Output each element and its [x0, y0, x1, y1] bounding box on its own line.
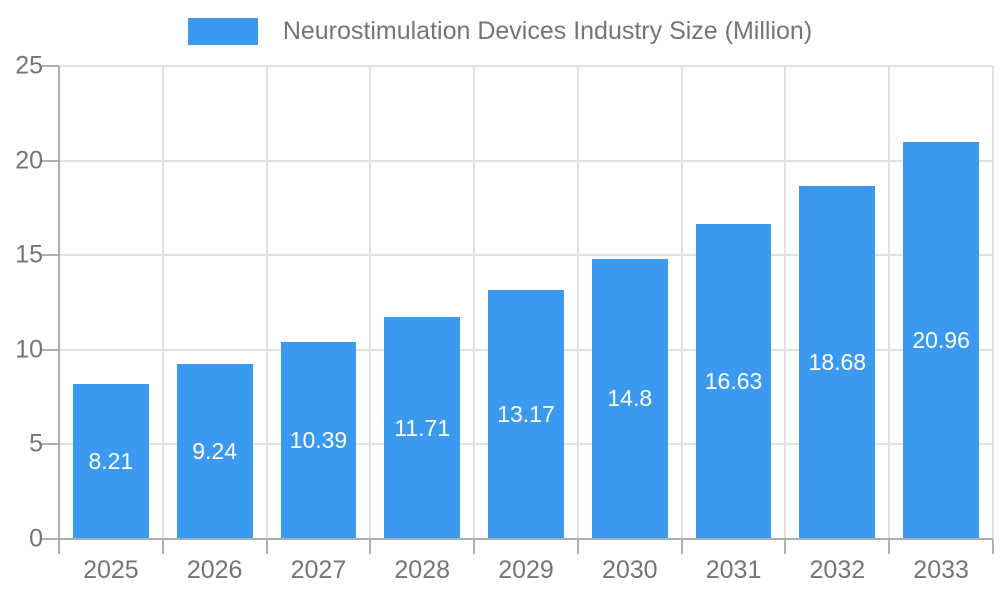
x-tick-label-2032: 2032 [809, 556, 866, 584]
y-axis-line [58, 66, 60, 554]
x-tick-mark [265, 540, 268, 554]
gridline-x-boundary [369, 66, 372, 539]
x-tick-label-2026: 2026 [186, 556, 243, 584]
x-tick-mark [473, 540, 476, 554]
bar-2033[interactable]: 20.96 [903, 142, 979, 539]
bar-value-label: 18.68 [808, 348, 867, 375]
y-tick-label-15: 15 [15, 240, 43, 269]
y-tick-mark [42, 159, 59, 162]
bar-2026[interactable]: 9.24 [176, 364, 253, 539]
bar-2032[interactable]: 18.68 [799, 185, 876, 539]
gridline-x-boundary [161, 66, 164, 539]
legend-label: Neurostimulation Devices Industry Size (… [282, 16, 813, 45]
bar-value-label: 14.8 [607, 385, 653, 412]
x-tick-label-2025: 2025 [83, 556, 139, 584]
y-tick-mark [42, 348, 59, 351]
x-tick-label-2033: 2033 [913, 556, 969, 584]
y-tick-mark [42, 443, 59, 446]
y-tick-mark [42, 65, 59, 67]
y-tick-label-25: 25 [15, 51, 43, 80]
y-tick-mark [42, 254, 59, 257]
legend-swatch-icon [187, 17, 258, 45]
y-tick-label-5: 5 [29, 429, 43, 458]
bar-2025[interactable]: 8.21 [73, 383, 149, 539]
y-axis-ticks [42, 65, 59, 540]
bar-2029[interactable]: 13.17 [488, 289, 564, 539]
x-tick-label-2030: 2030 [601, 556, 658, 584]
gridline-x-boundary [888, 66, 891, 539]
x-tick-label-2029: 2029 [498, 556, 554, 584]
y-axis-labels: 0 5 10 15 20 25 [0, 52, 43, 553]
x-tick-mark [576, 540, 579, 554]
bar-value-label: 11.71 [394, 414, 451, 441]
x-tick-mark [161, 540, 164, 554]
gridline-x-boundary [473, 66, 476, 539]
bar-value-label: 16.63 [704, 368, 763, 395]
gridline-x-boundary [784, 66, 787, 539]
x-tick-mark [888, 540, 891, 554]
bar-value-label: 13.17 [497, 400, 555, 427]
x-axis-baseline [59, 538, 993, 540]
bar-value-label: 10.39 [289, 427, 348, 454]
x-tick-label-2027: 2027 [290, 556, 347, 584]
bar-value-label: 8.21 [88, 447, 134, 474]
x-tick-mark [369, 540, 372, 554]
gridline-x-boundary [992, 66, 994, 539]
gridline-x-boundary [576, 66, 579, 539]
x-axis-labels: 2025 2026 2027 2028 2029 2030 2031 2032 2033 [59, 556, 993, 590]
bar-value-label: 9.24 [192, 438, 238, 465]
x-tick-mark [784, 540, 787, 554]
bar-2027[interactable]: 10.39 [280, 342, 357, 539]
x-tick-mark [680, 540, 683, 554]
y-tick-mark [42, 538, 59, 540]
y-tick-label-0: 0 [29, 524, 43, 553]
bar-2030[interactable]: 14.8 [591, 258, 668, 539]
gridline-x-boundary [680, 66, 683, 539]
x-tick-label-2028: 2028 [394, 556, 451, 584]
y-tick-label-20: 20 [15, 146, 43, 175]
bar-2028[interactable]: 11.71 [384, 317, 461, 539]
plot-area: 8.21 9.24 10.39 11.71 13.17 14.8 16.63 18.68 20.… [59, 65, 994, 540]
bar-value-label: 20.96 [912, 327, 970, 354]
x-tick-label-2031: 2031 [705, 556, 762, 584]
x-tick-mark [992, 540, 994, 554]
gridline-y-15 [59, 254, 993, 257]
legend[interactable]: Neurostimulation Devices Industry Size (… [0, 14, 1000, 48]
gridline-x-boundary [265, 66, 268, 539]
bar-2031[interactable]: 16.63 [695, 224, 772, 539]
gridline-y-20 [59, 159, 993, 162]
x-axis-ticks [58, 540, 994, 554]
gridline-y-25 [59, 65, 993, 67]
y-tick-label-10: 10 [15, 335, 43, 364]
